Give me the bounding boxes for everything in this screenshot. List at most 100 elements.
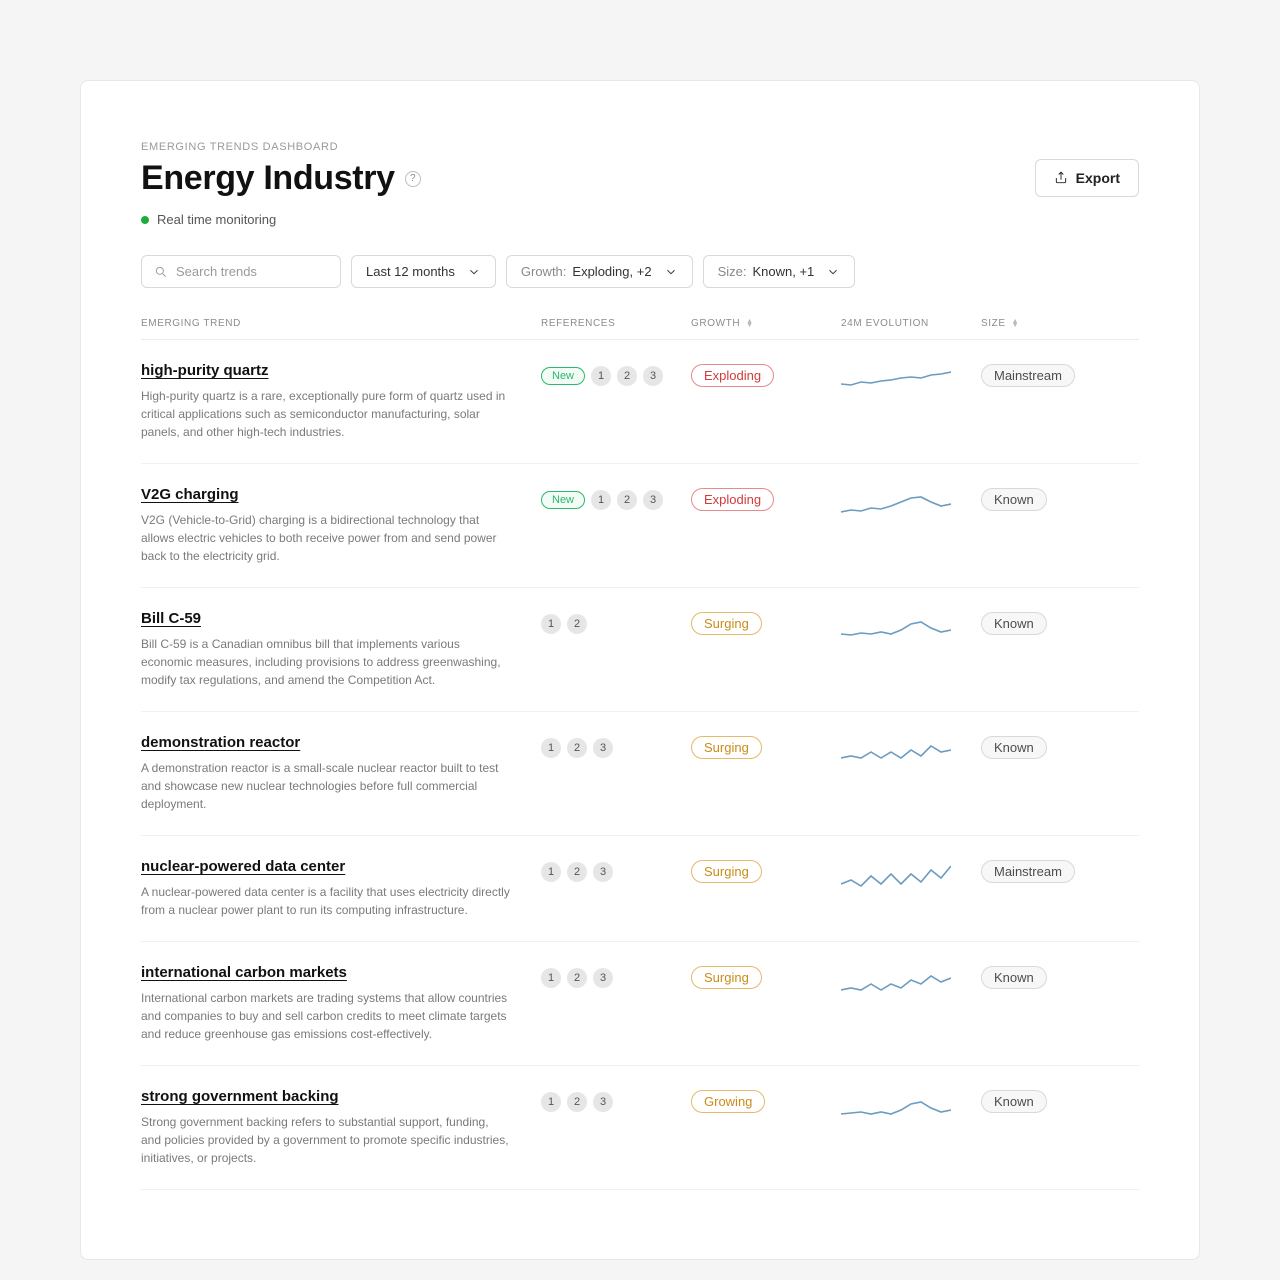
trend-description: A demonstration reactor is a small-scale…	[141, 759, 511, 813]
references-cell: New123	[541, 490, 671, 510]
sparkline	[841, 736, 951, 770]
reference-chip[interactable]: 1	[541, 968, 561, 988]
trend-title-link[interactable]: high-purity quartz	[141, 362, 269, 379]
share-icon	[1054, 171, 1068, 185]
growth-pill: Growing	[691, 1090, 765, 1113]
reference-chip[interactable]: 3	[593, 862, 613, 882]
size-value: Known, +1	[752, 264, 814, 279]
trend-description: High-purity quartz is a rare, exceptiona…	[141, 387, 511, 441]
col-references: REFERENCES	[541, 318, 671, 329]
sort-icon: ▲▼	[1012, 320, 1020, 328]
size-pill: Known	[981, 488, 1047, 511]
table-row: strong government backing Strong governme…	[141, 1066, 1139, 1190]
dashboard-card: EMERGING TRENDS DASHBOARD Energy Industr…	[80, 80, 1200, 1260]
new-badge: New	[541, 367, 585, 385]
sparkline	[841, 860, 951, 894]
sort-icon: ▲▼	[746, 320, 754, 328]
reference-chip[interactable]: 1	[541, 862, 561, 882]
references-cell: New 123	[541, 366, 671, 386]
reference-chip[interactable]: 1	[591, 366, 611, 386]
references-cell: 12	[541, 614, 671, 634]
reference-chip[interactable]: 2	[567, 968, 587, 988]
trend-description: A nuclear-powered data center is a facil…	[141, 883, 511, 919]
monitor-status: Real time monitoring	[141, 212, 421, 227]
growth-pill: Surging	[691, 966, 762, 989]
reference-chip[interactable]: 1	[541, 1092, 561, 1112]
growth-pill: Surging	[691, 860, 762, 883]
search-input[interactable]: Search trends	[141, 255, 341, 288]
growth-pill: Surging	[691, 736, 762, 759]
trends-table: EMERGING TREND REFERENCES GROWTH ▲▼ 24M …	[141, 318, 1139, 1190]
sparkline	[841, 612, 951, 646]
sparkline	[841, 488, 951, 522]
reference-chip[interactable]: 2	[617, 366, 637, 386]
search-icon	[154, 265, 168, 279]
reference-chip[interactable]: 1	[541, 738, 561, 758]
eyebrow: EMERGING TRENDS DASHBOARD	[141, 141, 1139, 153]
growth-filter[interactable]: Growth: Exploding, +2	[506, 255, 693, 288]
header-row: Energy Industry ? Real time monitoring E…	[141, 159, 1139, 227]
reference-chip[interactable]: 2	[567, 862, 587, 882]
chevron-down-icon	[826, 265, 840, 279]
status-dot-icon	[141, 216, 149, 224]
trend-description: Strong government backing refers to subs…	[141, 1113, 511, 1167]
trend-title-link[interactable]: strong government backing	[141, 1088, 339, 1105]
reference-chip[interactable]: 2	[567, 1092, 587, 1112]
growth-pill: Exploding	[691, 488, 774, 511]
trend-title-link[interactable]: demonstration reactor	[141, 734, 300, 751]
reference-chip[interactable]: 3	[593, 968, 613, 988]
help-icon[interactable]: ?	[405, 171, 421, 187]
trend-description: V2G (Vehicle-to-Grid) charging is a bidi…	[141, 511, 511, 565]
col-trend: EMERGING TREND	[141, 318, 521, 329]
col-size[interactable]: SIZE ▲▼	[981, 318, 1101, 329]
search-placeholder: Search trends	[176, 264, 257, 279]
trend-title-link[interactable]: international carbon markets	[141, 964, 347, 981]
monitor-label: Real time monitoring	[157, 212, 276, 227]
trend-title-link[interactable]: nuclear-powered data center	[141, 858, 345, 875]
table-row: international carbon markets Internationa…	[141, 942, 1139, 1066]
reference-chip[interactable]: 2	[617, 490, 637, 510]
col-growth[interactable]: GROWTH ▲▼	[691, 318, 821, 329]
trend-title-link[interactable]: V2G charging	[141, 486, 239, 503]
size-filter[interactable]: Size: Known, +1	[703, 255, 856, 288]
size-pill: Known	[981, 1090, 1047, 1113]
table-row: Bill C-59 Bill C-59 is a Canadian omnibus…	[141, 588, 1139, 712]
reference-chip[interactable]: 3	[643, 490, 663, 510]
reference-chip[interactable]: 3	[643, 366, 663, 386]
table-header: EMERGING TREND REFERENCES GROWTH ▲▼ 24M …	[141, 318, 1139, 340]
table-row: demonstration reactor A demonstration rea…	[141, 712, 1139, 836]
chevron-down-icon	[467, 265, 481, 279]
reference-chip[interactable]: 2	[567, 738, 587, 758]
sparkline	[841, 364, 951, 398]
trend-description: International carbon markets are trading…	[141, 989, 511, 1043]
growth-value: Exploding, +2	[572, 264, 651, 279]
reference-chip[interactable]: 1	[591, 490, 611, 510]
reference-chip[interactable]: 3	[593, 738, 613, 758]
table-row: high-purity quartz High-purity quartz is …	[141, 340, 1139, 464]
size-pill: Mainstream	[981, 860, 1075, 883]
growth-pill: Exploding	[691, 364, 774, 387]
trend-title-link[interactable]: Bill C-59	[141, 610, 201, 627]
references-cell: 123	[541, 738, 671, 758]
range-filter[interactable]: Last 12 months	[351, 255, 496, 288]
growth-pill: Surging	[691, 612, 762, 635]
size-pill: Mainstream	[981, 364, 1075, 387]
export-button[interactable]: Export	[1035, 159, 1139, 197]
reference-chip[interactable]: 3	[593, 1092, 613, 1112]
controls-row: Search trends Last 12 months Growth: Exp…	[141, 255, 1139, 288]
trend-description: Bill C-59 is a Canadian omnibus bill tha…	[141, 635, 511, 689]
size-pill: Known	[981, 966, 1047, 989]
range-label: Last 12 months	[366, 264, 455, 279]
table-row: V2G charging V2G (Vehicle-to-Grid) chargi…	[141, 464, 1139, 588]
size-pill: Known	[981, 612, 1047, 635]
chevron-down-icon	[664, 265, 678, 279]
sparkline	[841, 966, 951, 1000]
page-title: Energy Industry	[141, 159, 395, 198]
reference-chip[interactable]: 1	[541, 614, 561, 634]
export-label: Export	[1076, 170, 1120, 186]
reference-chip[interactable]: 2	[567, 614, 587, 634]
references-cell: 123	[541, 968, 671, 988]
size-prefix: Size:	[718, 264, 747, 279]
growth-prefix: Growth:	[521, 264, 567, 279]
col-evolution: 24M EVOLUTION	[841, 318, 961, 329]
